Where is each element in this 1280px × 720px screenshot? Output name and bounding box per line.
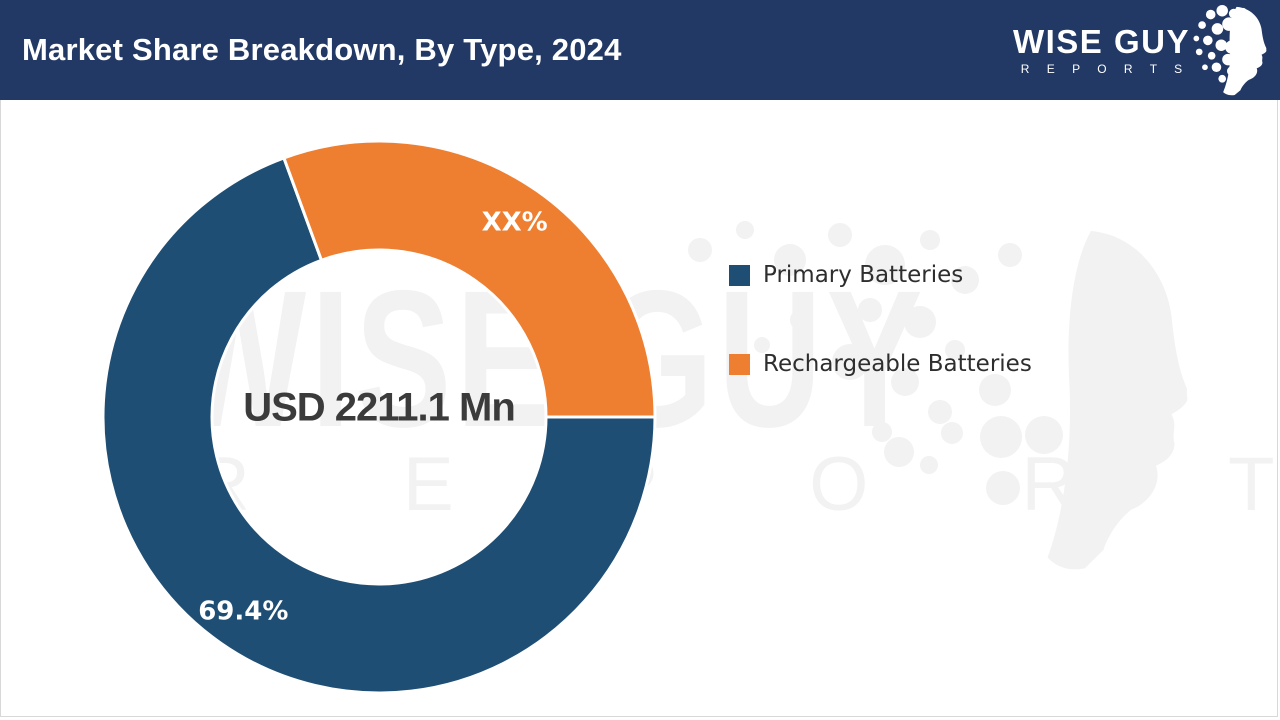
legend-label: Primary Batteries: [763, 262, 964, 288]
segment-value-label-0: 69.4%: [198, 596, 288, 626]
donut-segment-1: [282, 139, 657, 419]
legend-swatch-rechargeable: [729, 353, 750, 375]
donut-segment-0: [101, 156, 657, 695]
legend: Primary Batteries Rechargeable Batteries: [729, 262, 1032, 442]
wise-guy-logo: WISE GUY R E P O R T S: [1013, 4, 1270, 96]
chart-area-frame: [0, 100, 1278, 717]
legend-label: Rechargeable Batteries: [763, 351, 1032, 377]
logo-wordmark: WISE GUY: [1012, 22, 1190, 60]
segment-value-label-1: XX%: [482, 208, 548, 238]
legend-swatch-primary: [729, 264, 750, 286]
header-bar: Market Share Breakdown, By Type, 2024 WI…: [0, 0, 1280, 100]
logo-face-icon: [1193, 4, 1267, 96]
center-value-label: USD 2211.1 Mn: [243, 385, 516, 430]
legend-item-rechargeable-batteries: Rechargeable Batteries: [729, 351, 1032, 377]
logo-subtitle: R E P O R T S: [1020, 61, 1190, 76]
legend-item-primary-batteries: Primary Batteries: [729, 262, 1032, 288]
page-title: Market Share Breakdown, By Type, 2024: [22, 32, 622, 67]
logo-text: WISE GUY R E P O R T S: [1013, 25, 1190, 76]
